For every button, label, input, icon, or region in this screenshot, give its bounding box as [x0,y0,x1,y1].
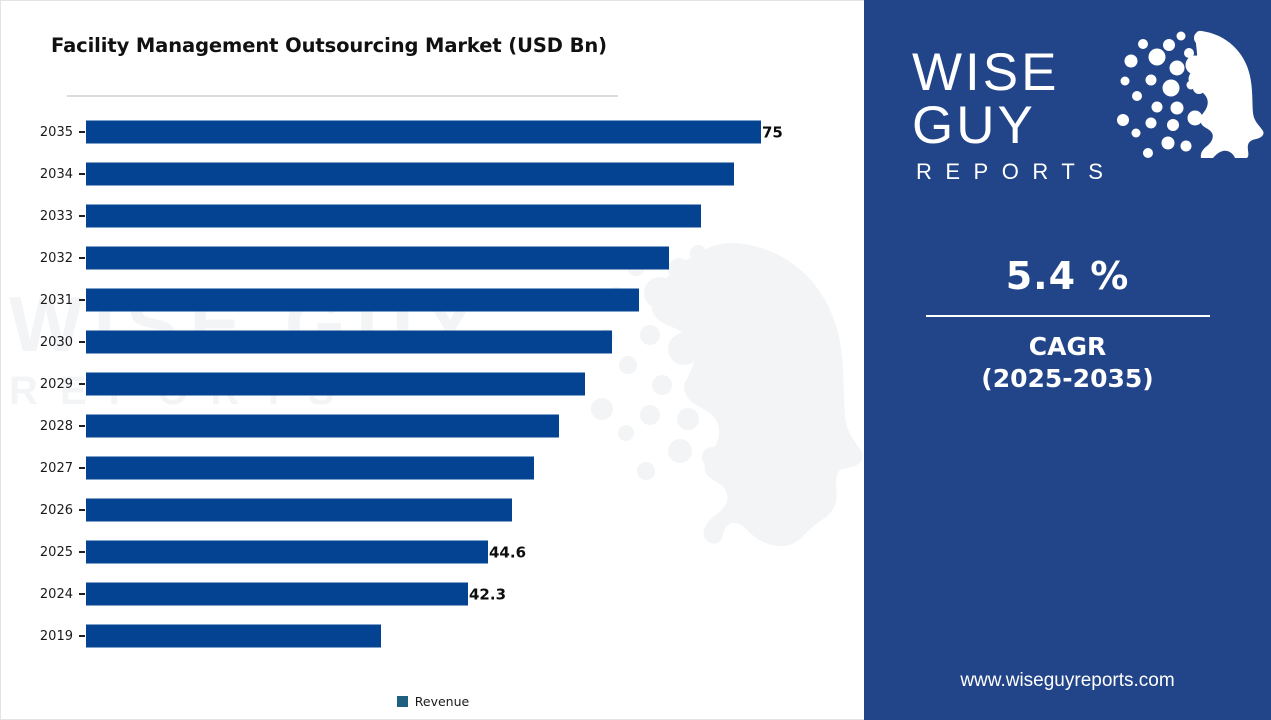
chart-row: 2025 44.6 [1,531,864,573]
y-axis-label: 2030 [39,334,73,350]
chart-row: 2026 [1,489,864,531]
website-url[interactable]: www.wiseguyreports.com [960,670,1175,691]
bar-group [86,162,735,186]
bar-value-label: 42.3 [469,585,507,603]
logo-main-text: WISE GUY [912,43,1060,155]
y-axis-label: 2029 [39,376,73,392]
cagr-block: 5.4 % CAGR (2025-2035) [864,254,1271,395]
chart-row: 2030 [1,321,864,363]
y-axis-label: 2028 [39,418,73,434]
bar-value-label: 75 [762,123,783,141]
y-axis-label: 2026 [39,502,73,518]
logo: WISE GUY REPORTS [864,28,1271,183]
bar[interactable] [86,288,639,312]
bar[interactable] [86,624,381,648]
bar[interactable] [86,372,585,396]
chart-row: 2027 [1,447,864,489]
bar-group [86,330,613,354]
chart-row: 2033 [1,195,864,237]
bar[interactable] [86,582,468,606]
bar-group: 42.3 [86,582,507,606]
bar-group [86,372,586,396]
bar-group [86,414,560,438]
bar-group [86,498,513,522]
bar-group [86,204,702,228]
bar[interactable] [86,498,512,522]
bar[interactable] [86,204,701,228]
title-divider [67,95,618,97]
bar-group: 75 [86,120,783,144]
y-axis-tick [79,509,85,511]
chart-title: Facility Management Outsourcing Market (… [51,34,607,57]
cagr-label-line1: CAGR [1028,332,1107,361]
chart-row: 2024 42.3 [1,573,864,615]
bar[interactable] [86,120,761,144]
bar[interactable] [86,540,488,564]
y-axis-tick [79,215,85,217]
y-axis-tick [79,341,85,343]
bar[interactable] [86,246,669,270]
cagr-label-line2: (2025-2035) [981,364,1154,393]
chart-row: 2029 [1,363,864,405]
legend-swatch-icon [396,696,408,707]
bar-group: 44.6 [86,540,527,564]
y-axis-tick [79,131,85,133]
bar[interactable] [86,414,559,438]
logo-head-icon [1085,28,1265,158]
chart-row: 2034 [1,153,864,195]
y-axis-tick [79,593,85,595]
y-axis-label: 2034 [39,166,73,182]
plot-area: 2035 75 2034 2033 [1,111,864,651]
bar-group [86,288,640,312]
y-axis-label: 2024 [39,586,73,602]
bar[interactable] [86,330,612,354]
bar-value-label: 44.6 [489,543,527,561]
chart-panel: WISE GUY REPORTS [0,0,864,720]
y-axis-label: 2025 [39,544,73,560]
bar[interactable] [86,162,734,186]
legend-label: Revenue [414,694,470,709]
bar-group [86,456,535,480]
chart-row: 2035 75 [1,111,864,153]
y-axis-tick [79,551,85,553]
chart-row: 2032 [1,237,864,279]
bar-group [86,624,382,648]
logo-text: WISE GUY REPORTS [912,46,1192,183]
y-axis-tick [79,257,85,259]
bar-group [86,246,670,270]
chart-row: 2019 [1,615,864,657]
y-axis-label: 2027 [39,460,73,476]
y-axis-tick [79,635,85,637]
y-axis-tick [79,467,85,469]
chart-legend: Revenue [1,694,864,709]
cagr-value: 5.4 % [1005,254,1130,298]
y-axis-tick [79,425,85,427]
cagr-divider [925,315,1210,317]
y-axis-label: 2035 [39,124,73,140]
y-axis-label: 2019 [39,628,73,644]
chart-row: 2028 [1,405,864,447]
logo-sub-text: REPORTS [916,159,1117,184]
y-axis-label: 2031 [39,292,73,308]
bar[interactable] [86,456,534,480]
y-axis-tick [79,173,85,175]
brand-panel: WISE GUY REPORTS [864,0,1271,720]
y-axis-tick [79,383,85,385]
chart-row: 2031 [1,279,864,321]
y-axis-tick [79,299,85,301]
y-axis-label: 2032 [39,250,73,266]
y-axis-label: 2033 [39,208,73,224]
